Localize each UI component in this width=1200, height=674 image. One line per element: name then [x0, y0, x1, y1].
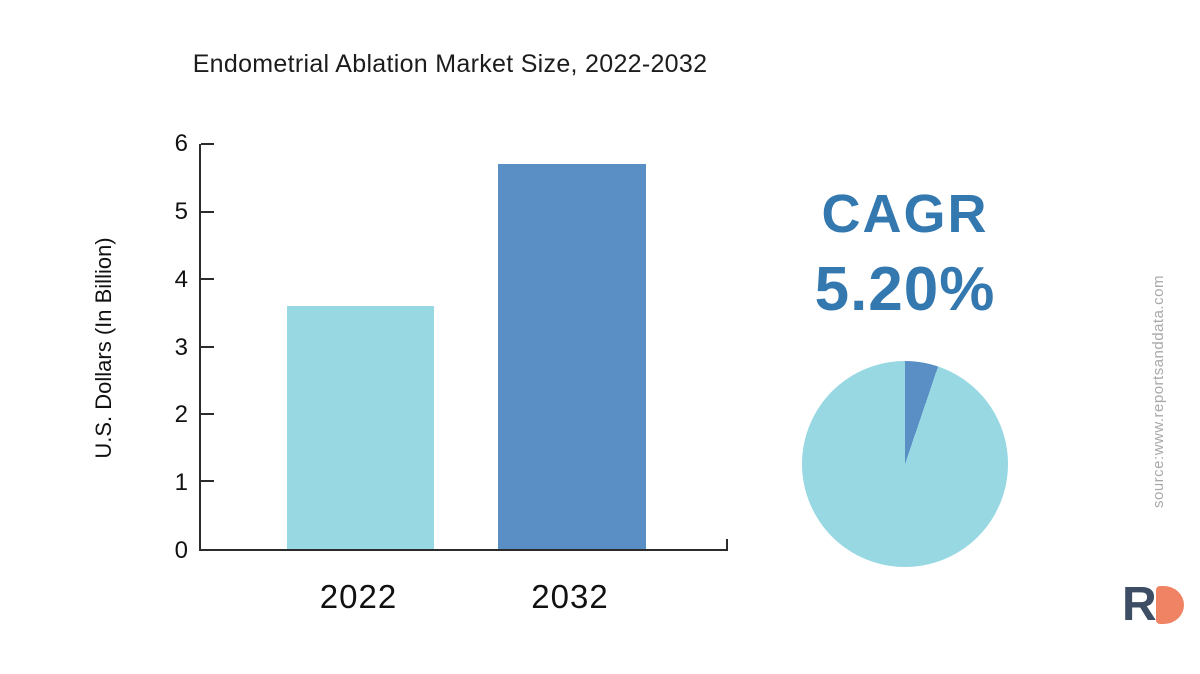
cagr-block: CAGR 5.20% [765, 183, 1045, 329]
chart-title: Endometrial Ablation Market Size, 2022-2… [192, 50, 708, 78]
logo-letter-r: R [1122, 578, 1157, 631]
bar-2022 [287, 306, 434, 549]
source-attribution: source:www.reportsanddata.com [1150, 275, 1167, 508]
logo-d-icon [1155, 586, 1184, 624]
bar-2032 [498, 164, 646, 549]
ytick-0: 0 [174, 537, 188, 564]
x-axis-end-tick [726, 539, 728, 549]
ytick-3: 3 [174, 333, 188, 361]
y-axis-tick-labels: 6 5 4 3 2 1 0 [120, 130, 188, 564]
x-label-2032: 2032 [531, 578, 609, 615]
ytick-1: 1 [174, 469, 188, 497]
tick-mark-6 [201, 143, 214, 145]
tick-mark-4 [201, 277, 214, 280]
ytick-6: 6 [174, 130, 188, 157]
bar-chart-plot-area [199, 143, 728, 551]
tick-mark-3 [201, 345, 214, 348]
tick-mark-2 [201, 413, 214, 415]
tick-mark-1 [201, 480, 214, 483]
tick-mark-5 [201, 210, 214, 213]
cagr-value: 5.20% [814, 255, 996, 324]
ytick-2: 2 [174, 401, 188, 429]
cagr-label: CAGR [821, 184, 989, 244]
ytick-5: 5 [174, 197, 188, 225]
cagr-pie-chart [802, 361, 1008, 567]
reports-and-data-logo: R [1122, 578, 1184, 631]
x-label-2022: 2022 [319, 578, 398, 615]
y-axis-label: U.S. Dollars (In Billion) [91, 237, 116, 459]
ytick-4: 4 [174, 265, 188, 293]
